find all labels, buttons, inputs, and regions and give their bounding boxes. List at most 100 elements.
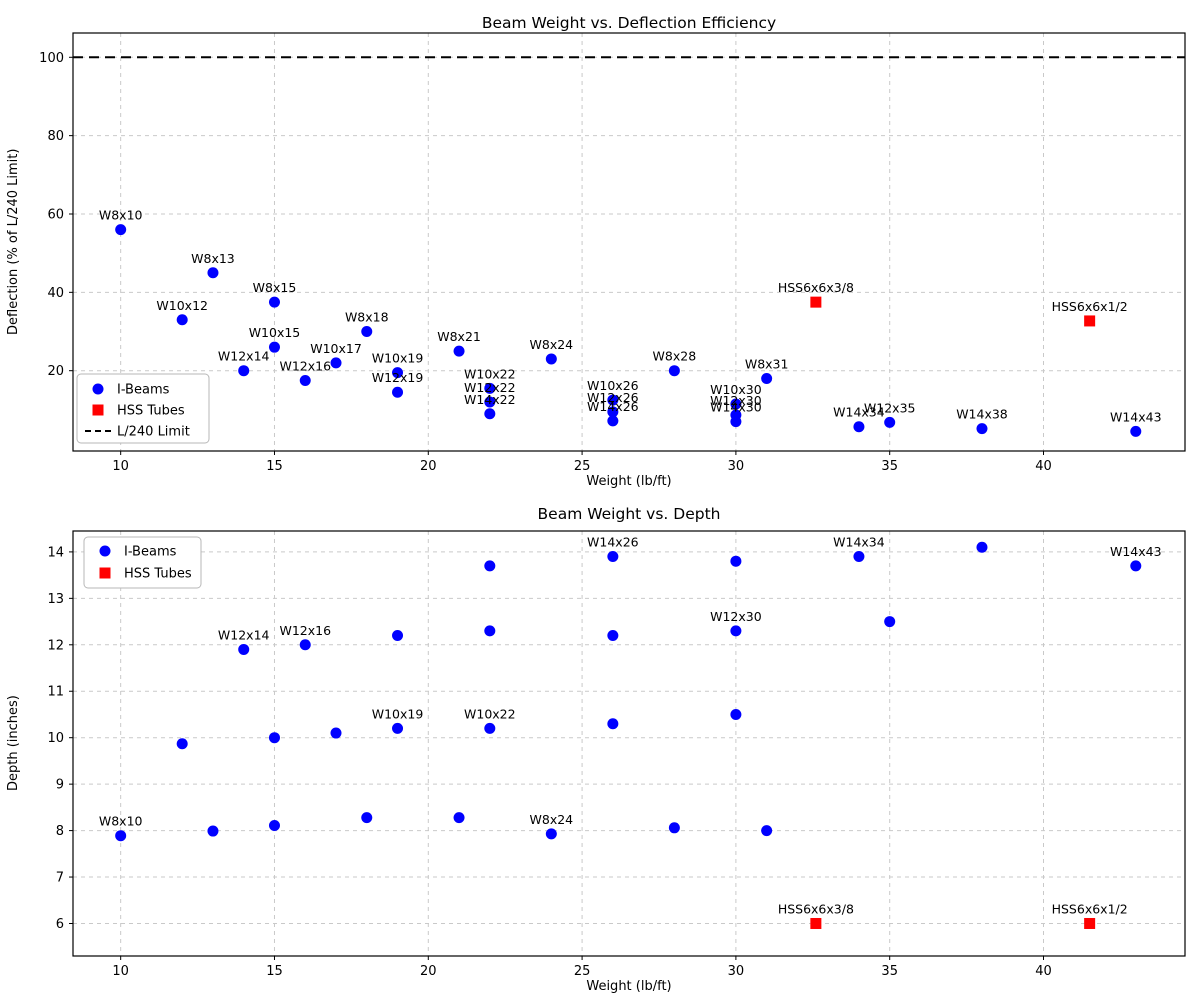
data-point-W8x24 [545, 828, 557, 840]
point-label-W12x35: W12x35 [864, 400, 916, 415]
data-point-W12x22 [484, 396, 496, 408]
x-tick-label: 20 [420, 459, 437, 474]
data-point-W8x21 [453, 812, 465, 824]
point-label-W10x12: W10x12 [156, 298, 208, 313]
point-label-W10x19: W10x19 [372, 706, 424, 721]
data-point-W8x10 [115, 830, 127, 842]
x-tick-label: 40 [1035, 459, 1052, 474]
x-tick-label: 25 [574, 459, 591, 474]
point-label-HSS6x6x3/8: HSS6x6x3/8 [778, 901, 854, 916]
data-point-W14x43 [1130, 560, 1142, 572]
chart-deflection-xaxis-label: Weight (lb/ft) [586, 474, 672, 489]
data-point-W10x30 [730, 398, 742, 410]
point-label-W12x14: W12x14 [218, 349, 270, 364]
point-label-W8x31: W8x31 [745, 357, 789, 372]
x-tick-label: 10 [112, 964, 129, 979]
y-tick-label: 100 [39, 51, 64, 66]
data-point-W14x22 [484, 560, 496, 572]
point-label-W14x26: W14x26 [587, 535, 639, 550]
data-point-W10x12 [176, 738, 188, 750]
point-label-W14x34: W14x34 [833, 405, 885, 420]
data-point-W14x34 [853, 551, 865, 563]
data-point-W12x26 [607, 630, 619, 642]
data-point-HSS6x6x3/8 [810, 296, 822, 308]
point-label-W8x24: W8x24 [530, 812, 574, 827]
point-label-W14x43: W14x43 [1110, 409, 1162, 424]
point-label-W10x22: W10x22 [464, 366, 516, 381]
x-tick-label: 35 [881, 459, 898, 474]
legend-label: I-Beams [117, 383, 170, 398]
y-tick-label: 7 [56, 871, 64, 886]
point-label-W10x17: W10x17 [310, 341, 362, 356]
data-point-W10x17 [330, 357, 342, 369]
point-label-W8x13: W8x13 [191, 251, 235, 266]
x-tick-label: 30 [728, 459, 745, 474]
data-point-W10x26 [607, 718, 619, 730]
data-point-W8x24 [545, 353, 557, 365]
y-tick-label: 60 [47, 207, 64, 222]
x-tick-label: 10 [112, 459, 129, 474]
data-point-W14x43 [1130, 425, 1142, 437]
point-label-W12x30: W12x30 [710, 609, 762, 624]
axes-frame [72, 32, 1186, 452]
point-label-W14x34: W14x34 [833, 535, 885, 550]
point-label-W12x26: W12x26 [587, 390, 639, 405]
chart-deflection-yaxis-label: Deflection (% of L/240 Limit) [6, 148, 21, 336]
data-point-W12x16 [299, 374, 311, 386]
chart-depth-yaxis-label: Depth (inches) [6, 695, 21, 792]
data-point-W14x34 [853, 421, 865, 433]
data-point-W10x17 [330, 727, 342, 739]
legend-label: L/240 Limit [117, 425, 190, 440]
point-label-W12x30: W12x30 [710, 393, 762, 408]
data-point-W10x19 [392, 367, 404, 379]
data-point-W12x14 [238, 643, 250, 655]
point-label-W12x19: W12x19 [372, 370, 424, 385]
data-point-W14x30 [730, 555, 742, 567]
chart-depth-xaxis-label: Weight (lb/ft) [586, 979, 672, 994]
legend-marker-ibeams [92, 383, 104, 395]
data-point-W10x30 [730, 708, 742, 720]
y-tick-label: 40 [47, 286, 64, 301]
chart-deflection-plot-area: W8x10 W10x12 W8x13 W12x14 W8x15 W10x15 W12x16 W… [39, 32, 1186, 474]
point-label-W14x43: W14x43 [1110, 544, 1162, 559]
data-point-W12x35 [884, 616, 896, 628]
point-label-W14x30: W14x30 [710, 400, 762, 415]
point-label-W8x18: W8x18 [345, 310, 389, 325]
data-point-W12x14 [238, 365, 250, 377]
point-label-W10x30: W10x30 [710, 382, 762, 397]
data-point-W8x10 [115, 224, 127, 236]
data-point-W8x15 [268, 296, 280, 308]
y-tick-label: 6 [56, 917, 64, 932]
legend-box [76, 373, 210, 444]
point-label-W10x15: W10x15 [249, 325, 301, 340]
y-tick-label: 14 [47, 545, 64, 560]
point-label-W14x26: W14x26 [587, 399, 639, 414]
data-point-W8x28 [668, 822, 680, 834]
y-tick-label: 11 [47, 685, 64, 700]
y-tick-label: 9 [56, 778, 64, 793]
data-point-W8x13 [207, 267, 219, 279]
data-point-HSS6x6x1/2 [1084, 917, 1096, 929]
point-label-W8x24: W8x24 [530, 337, 574, 352]
legend-box [83, 536, 202, 589]
x-tick-label: 15 [266, 964, 283, 979]
data-point-HSS6x6x1/2 [1084, 315, 1096, 327]
point-label-W10x22: W10x22 [464, 706, 516, 721]
data-point-W14x22 [484, 408, 496, 420]
point-label-W12x16: W12x16 [279, 358, 331, 373]
data-point-W12x35 [884, 416, 896, 428]
data-point-W14x26 [607, 415, 619, 427]
data-point-W8x28 [668, 365, 680, 377]
point-label-W12x14: W12x14 [218, 627, 270, 642]
y-tick-label: 80 [47, 129, 64, 144]
y-tick-label: 10 [47, 731, 64, 746]
legend-label: HSS Tubes [117, 404, 185, 419]
point-label-W8x10: W8x10 [99, 208, 143, 223]
data-point-W14x38 [976, 541, 988, 553]
point-label-W8x21: W8x21 [437, 329, 481, 344]
x-tick-label: 15 [266, 459, 283, 474]
data-point-W10x22 [484, 722, 496, 734]
y-tick-label: 13 [47, 592, 64, 607]
point-label-W8x28: W8x28 [653, 349, 697, 364]
